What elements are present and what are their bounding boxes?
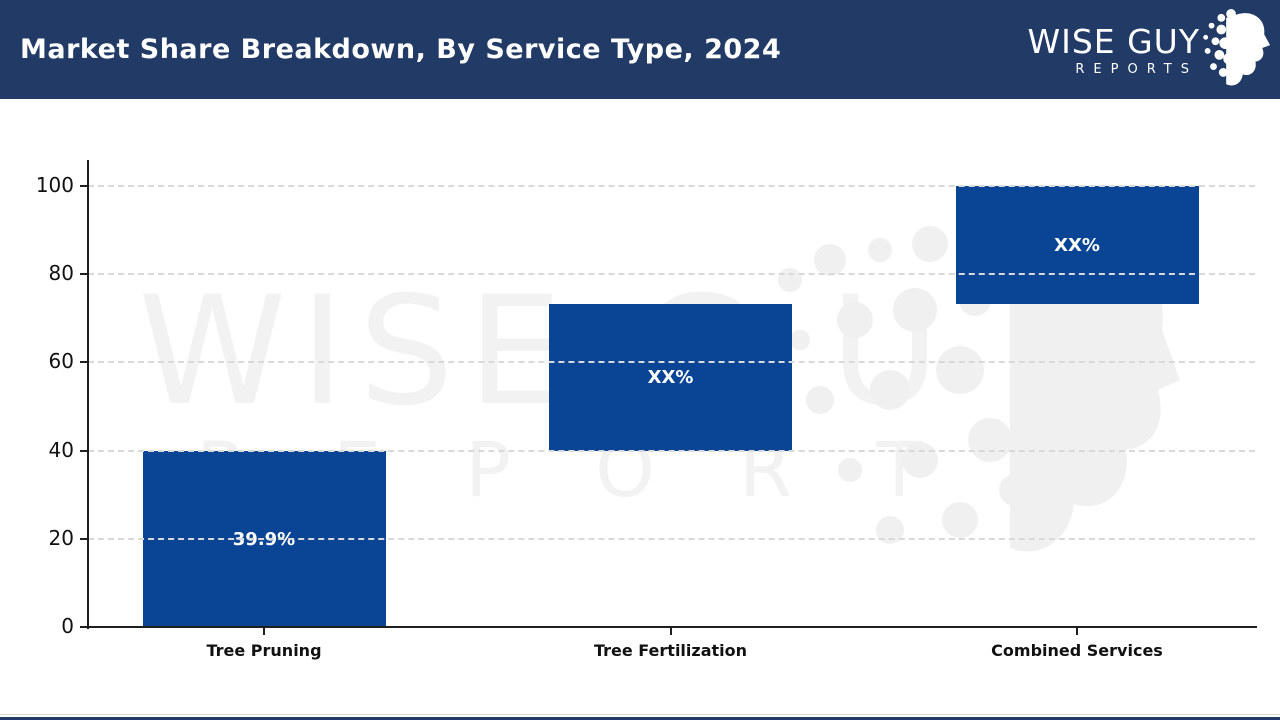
bar-value-label: XX%: [647, 367, 694, 389]
y-tick-mark-20: [80, 537, 87, 540]
bar-value-label: XX%: [1054, 234, 1100, 256]
y-tick-label-0: 0: [61, 614, 74, 638]
x-tick-label-2: Combined Services: [991, 641, 1163, 660]
logo-text-reports: REPORTS: [1075, 61, 1198, 77]
y-tick-mark-0: [80, 626, 87, 628]
y-tick-label-20: 20: [48, 525, 74, 550]
y-tick-label-100: 100: [35, 173, 74, 197]
gridline-y-40: [88, 449, 1255, 452]
x-axis-line: [87, 626, 1257, 628]
y-tick-mark-40: [80, 449, 87, 452]
x-tick-label-1: Tree Fertilization: [593, 641, 748, 660]
y-tick-mark-80: [80, 273, 87, 276]
footer-divider: [0, 714, 1280, 715]
gridline-y-80: [88, 273, 1255, 276]
gridline-y-60: [88, 361, 1255, 364]
page-title: Market Share Breakdown, By Service Type,…: [20, 34, 782, 65]
watermark-head-icon: [778, 226, 1180, 552]
logo-text: WISE GUY REPORTS: [1027, 25, 1200, 76]
x-tick-mark-0: [263, 628, 265, 635]
bar-tree-fertilization: XX%: [549, 304, 792, 452]
gridline-y-20: [88, 537, 1255, 540]
header-bar: Market Share Breakdown, By Service Type,…: [0, 0, 1280, 99]
y-axis-line: [87, 160, 89, 629]
footer-stripe: [0, 717, 1280, 720]
x-tick-mark-1: [669, 628, 672, 635]
y-tick-mark-100: [80, 185, 87, 187]
x-tick-mark-2: [1076, 628, 1078, 635]
gridline-y-100: [88, 185, 1255, 187]
bar-combined-services: XX%: [955, 186, 1199, 305]
y-tick-mark-60: [80, 361, 87, 364]
logo-head-icon: [1203, 9, 1271, 86]
y-tick-label-60: 60: [48, 349, 74, 374]
wiseguy-logo: WISE GUY REPORTS: [1027, 8, 1272, 92]
x-tick-label-0: Tree Pruning: [206, 641, 322, 660]
logo-text-wiseguy: WISE GUY: [1027, 21, 1200, 61]
y-tick-label-40: 40: [48, 437, 74, 462]
y-tick-label-80: 80: [48, 261, 74, 286]
